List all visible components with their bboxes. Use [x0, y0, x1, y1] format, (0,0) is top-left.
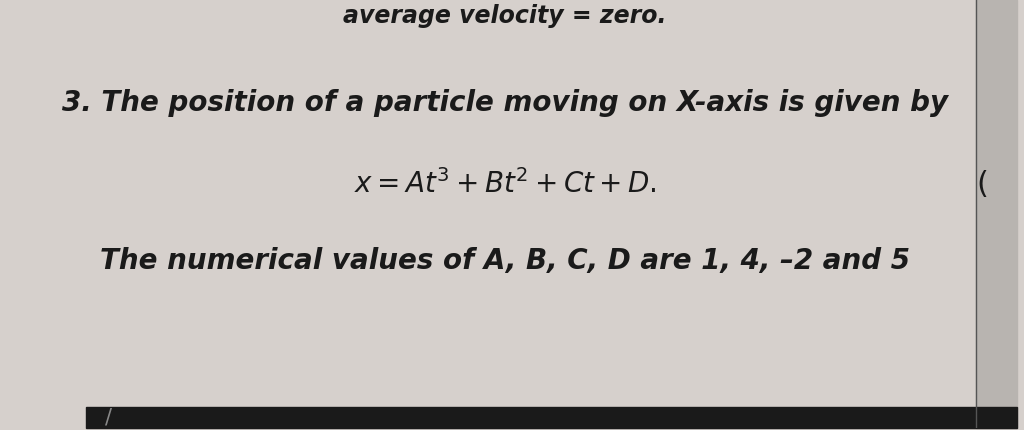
Text: average velocity = zero.: average velocity = zero. [343, 4, 667, 28]
Text: 3. The position of a particle moving on X-axis is given by: 3. The position of a particle moving on … [62, 89, 948, 117]
Text: /: / [104, 408, 112, 427]
Text: $x = At^3 + Bt^2 + Ct + D.$: $x = At^3 + Bt^2 + Ct + D.$ [353, 169, 656, 199]
Text: The numerical values of A, B, C, D are 1, 4, –2 and 5: The numerical values of A, B, C, D are 1… [100, 247, 910, 275]
Bar [86, 407, 1018, 428]
Text: (: ( [976, 170, 988, 199]
Bar [976, 0, 1018, 428]
